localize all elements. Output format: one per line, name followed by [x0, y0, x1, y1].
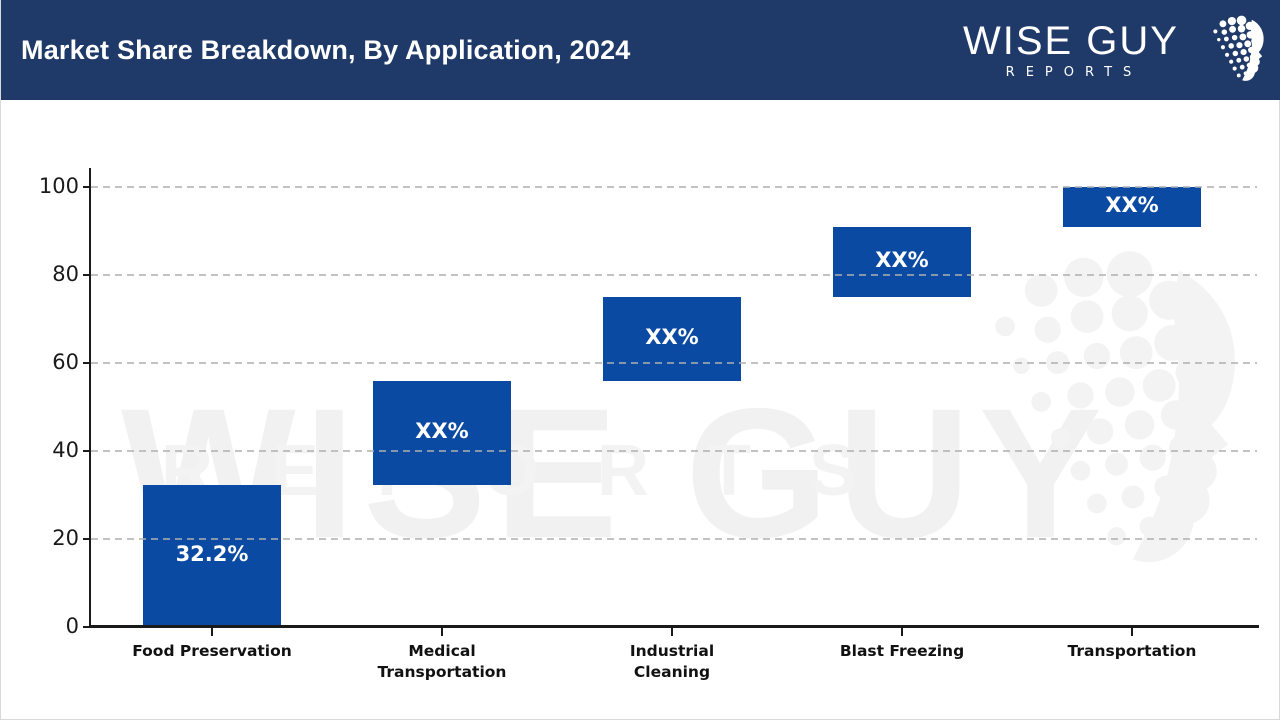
bar-value-label: XX% [415, 419, 469, 444]
ytick-label: 60 [52, 350, 79, 374]
category-label-line: Medical [408, 642, 476, 660]
gridline [91, 186, 1257, 188]
category-label: Industrial Cleaning [552, 641, 792, 683]
category-label: Transportation [1012, 641, 1252, 662]
category-label: Medical Transportation [322, 641, 562, 683]
category-label: Blast Freezing [782, 641, 1022, 662]
y-tick [83, 274, 91, 276]
x-tick [1131, 628, 1133, 636]
bar [833, 226, 971, 297]
brand-subtitle: REPORTS [1005, 65, 1143, 80]
category-label-line: Transportation [377, 663, 507, 681]
bar [143, 485, 281, 627]
brand-name: WISE GUY [962, 19, 1179, 63]
ytick-label: 40 [52, 438, 79, 462]
category-label: Food Preservation [92, 641, 332, 662]
bar-value-label: XX% [1105, 192, 1159, 217]
y-tick [83, 538, 91, 540]
category-label-line: Industrial [629, 642, 715, 660]
brand-logo-text: WISE GUY REPORTS [963, 21, 1179, 79]
bar-value-label: 32.2% [175, 542, 249, 567]
bar [373, 381, 511, 486]
x-axis [89, 625, 1259, 628]
ytick-label: 0 [65, 614, 79, 638]
ytick-label: 20 [52, 526, 79, 550]
category-label-line: Food Preservation [132, 642, 292, 660]
category-label-line: Cleaning [633, 663, 711, 681]
y-tick [83, 626, 91, 628]
x-tick [901, 628, 903, 636]
gridline [91, 274, 1257, 276]
x-tick [441, 628, 443, 636]
brand-head-icon [1213, 15, 1264, 81]
brand-logo: WISE GUY REPORTS [963, 6, 1267, 94]
chart-area: WISE GUY REPORTS 0 20 40 60 80 100 32.2% Food P… [1, 100, 1280, 720]
gridline [91, 362, 1257, 364]
ytick-label: 100 [38, 174, 79, 198]
y-axis [89, 168, 91, 627]
bar-value-label: XX% [875, 247, 929, 272]
category-label-line: Transportation [1067, 642, 1197, 660]
y-tick [83, 186, 91, 188]
header-bar: Market Share Breakdown, By Application, … [1, 0, 1280, 100]
x-tick [211, 628, 213, 636]
category-label-line: Blast Freezing [839, 642, 965, 660]
y-tick [83, 450, 91, 452]
bar-value-label: XX% [645, 325, 699, 350]
bar [1063, 187, 1201, 227]
ytick-label: 80 [52, 262, 79, 286]
y-tick [83, 362, 91, 364]
page-title: Market Share Breakdown, By Application, … [21, 34, 631, 65]
bar [603, 297, 741, 382]
gridline [91, 538, 1257, 540]
gridline [91, 450, 1257, 452]
x-tick [671, 628, 673, 636]
